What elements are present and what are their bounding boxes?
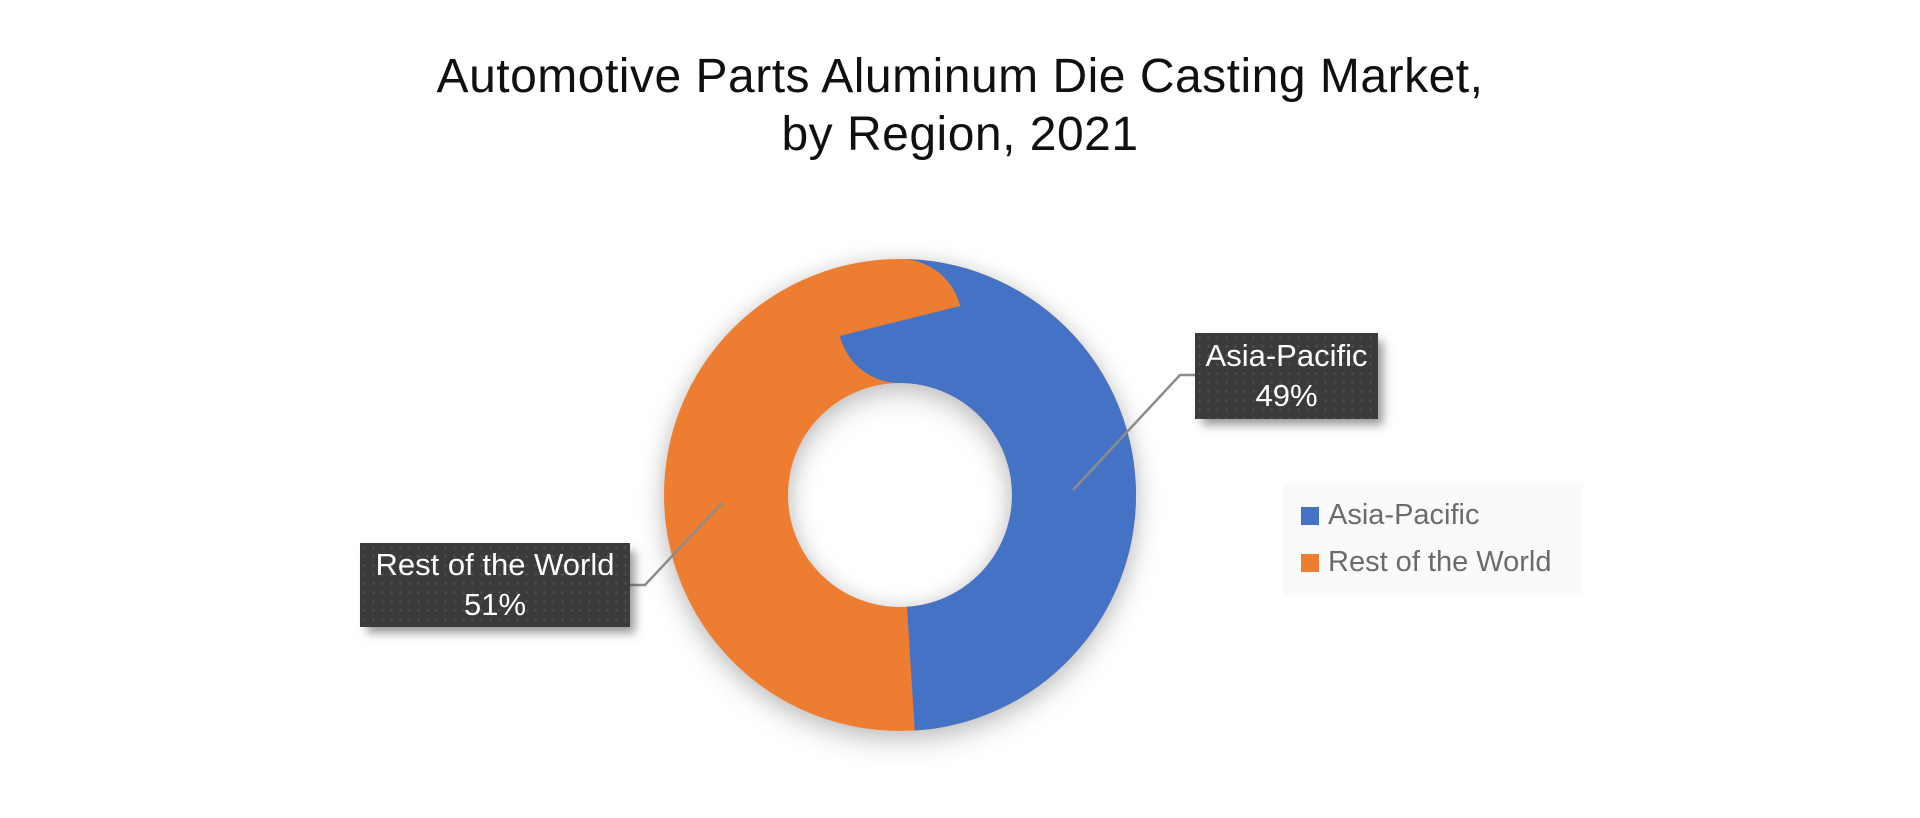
callout-rest-of-world-value: 51% [463, 587, 527, 622]
callout-rest-of-world-label: Rest of the World [375, 547, 615, 582]
chart-title-line2: by Region, 2021 [781, 108, 1139, 161]
legend-label-asia-pacific: Asia-Pacific [1328, 499, 1480, 531]
leader-line-asia-pacific [1072, 373, 1196, 491]
donut-segment-asia-pacific [664, 259, 1136, 731]
chart-title: Automotive Parts Aluminum Die Casting Ma… [0, 48, 1920, 164]
donut-ring [664, 259, 1136, 731]
chart-title-line1: Automotive Parts Aluminum Die Casting Ma… [436, 50, 1484, 103]
callout-asia-pacific-label: Asia-Pacific [1205, 338, 1368, 373]
callout-asia-pacific: Asia-Pacific 49% [1195, 333, 1378, 419]
callout-rest-of-world: Rest of the World 51% [360, 543, 630, 627]
legend-swatch-asia-pacific [1301, 506, 1319, 525]
chart-legend: Asia-Pacific Rest of the World [1283, 483, 1583, 595]
legend-label-rest-of-world: Rest of the World [1328, 546, 1552, 578]
legend-item-asia-pacific: Asia-Pacific [1301, 501, 1583, 530]
callout-asia-pacific-value: 49% [1255, 378, 1318, 413]
legend-swatch-rest-of-world [1301, 553, 1319, 572]
leader-line-rest-of-world [629, 502, 723, 587]
legend-item-rest-of-world: Rest of the World [1301, 548, 1583, 577]
